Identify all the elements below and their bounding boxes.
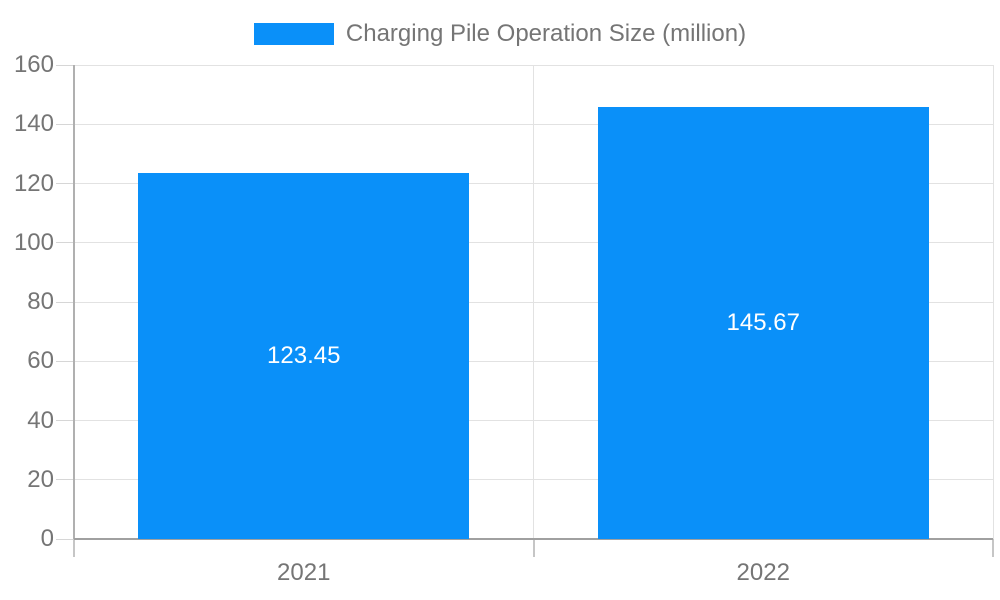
bar-value-label: 145.67 <box>726 309 800 337</box>
y-axis-tick-label: 0 <box>40 525 54 552</box>
y-axis-tick <box>56 123 74 125</box>
y-axis-tick-label: 20 <box>27 465 54 493</box>
y-axis-tick <box>56 64 74 66</box>
y-axis-tick <box>56 360 74 362</box>
gridline-vertical <box>992 65 994 539</box>
x-axis-category-label: 2021 <box>277 559 331 586</box>
x-axis-line <box>74 538 993 540</box>
y-axis-tick <box>56 242 74 244</box>
y-axis-tick <box>56 420 74 421</box>
y-axis-line <box>73 65 75 539</box>
gridline-vertical <box>533 65 534 539</box>
y-axis-tick-label: 120 <box>13 169 54 197</box>
bar-value-label: 123.45 <box>267 342 341 370</box>
y-axis-tick <box>56 538 74 540</box>
y-axis-tick-label: 140 <box>13 110 54 138</box>
y-axis-tick-label: 60 <box>27 347 54 375</box>
x-axis-tick <box>73 539 75 557</box>
y-axis-tick <box>56 479 74 481</box>
x-axis-category-label: 2022 <box>736 559 790 586</box>
y-axis-tick-label: 40 <box>27 406 54 434</box>
x-axis-tick <box>532 539 535 557</box>
y-axis-tick-label: 160 <box>13 51 54 78</box>
bar-2021[interactable] <box>138 173 470 539</box>
x-axis-tick <box>992 539 994 557</box>
y-axis-tick-label: 100 <box>13 228 54 256</box>
legend-swatch <box>253 23 334 45</box>
legend-label: Charging Pile Operation Size (million) <box>345 20 747 47</box>
y-axis-tick-label: 80 <box>27 288 54 315</box>
bar-2022[interactable] <box>597 107 929 539</box>
y-axis-tick <box>56 301 74 303</box>
y-axis-tick <box>56 183 74 184</box>
legend[interactable]: Charging Pile Operation Size (million) <box>0 14 1000 54</box>
